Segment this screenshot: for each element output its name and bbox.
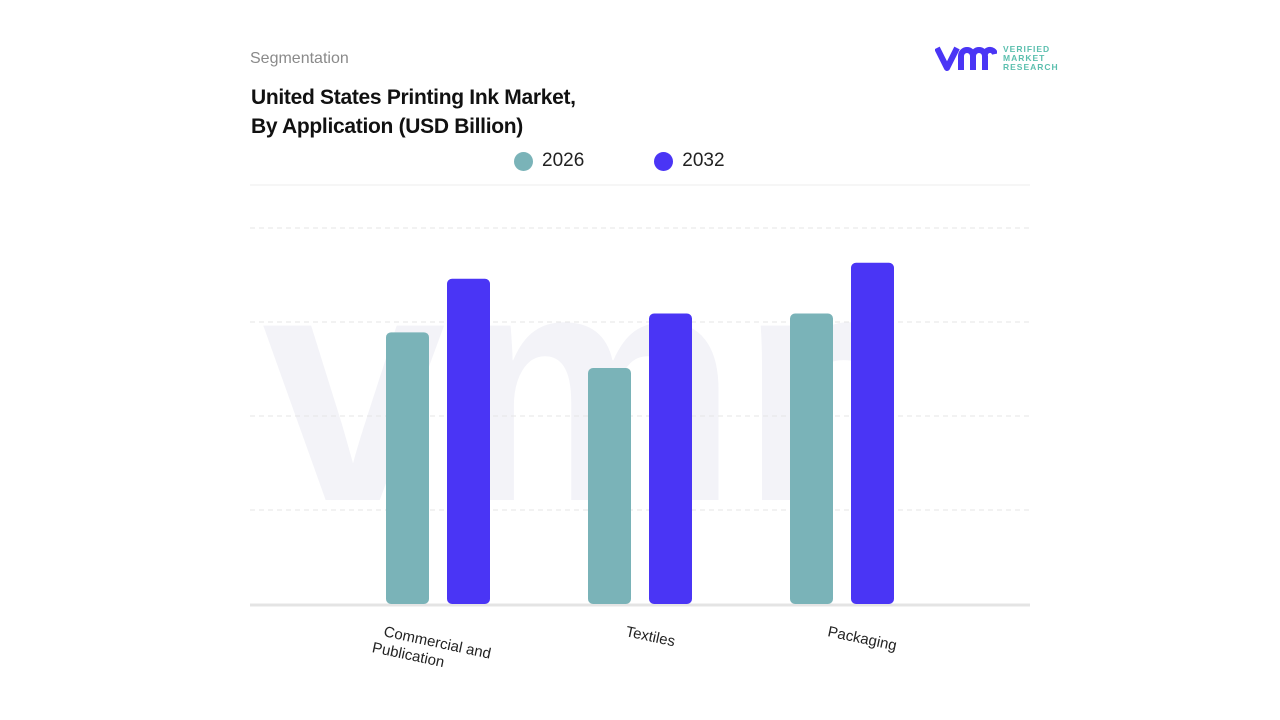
legend: 2026 2032: [514, 150, 725, 172]
legend-label-2032: 2032: [682, 150, 725, 171]
bar-2026-1: [588, 368, 631, 604]
legend-dot-2032: [654, 151, 674, 171]
logo-line-2: MARKET: [1003, 52, 1046, 63]
segment-label: Segmentation: [250, 50, 349, 67]
title-line-1: United States Printing Ink Market,: [251, 86, 576, 109]
bar-2026-2: [790, 313, 833, 604]
vmr-logo-mark: [935, 46, 997, 71]
bar-2032-1: [649, 313, 692, 604]
title-line-2: By Application (USD Billion): [251, 115, 523, 138]
bar-2026-0: [386, 332, 429, 604]
legend-item-2032: 2032: [654, 150, 725, 172]
x-tick-label: Packaging: [826, 623, 898, 654]
chart-title: United States Printing Ink Market, By Ap…: [251, 83, 576, 141]
logo-line-1: VERIFIED: [1003, 43, 1051, 54]
bar-2032-2: [851, 262, 894, 604]
x-tick-label: Textiles: [624, 623, 676, 650]
legend-label-2026: 2026: [542, 150, 585, 171]
bar-2032-0: [447, 278, 490, 604]
x-tick-label: Commercial andPublication: [371, 622, 493, 681]
logo-line-3: RESEARCH: [1003, 61, 1059, 72]
legend-dot-2026: [514, 151, 533, 171]
vmr-logo: VERIFIED MARKET RESEARCH: [935, 44, 1059, 72]
legend-item-2026: 2026: [514, 150, 584, 172]
watermark: vmr: [262, 201, 867, 570]
